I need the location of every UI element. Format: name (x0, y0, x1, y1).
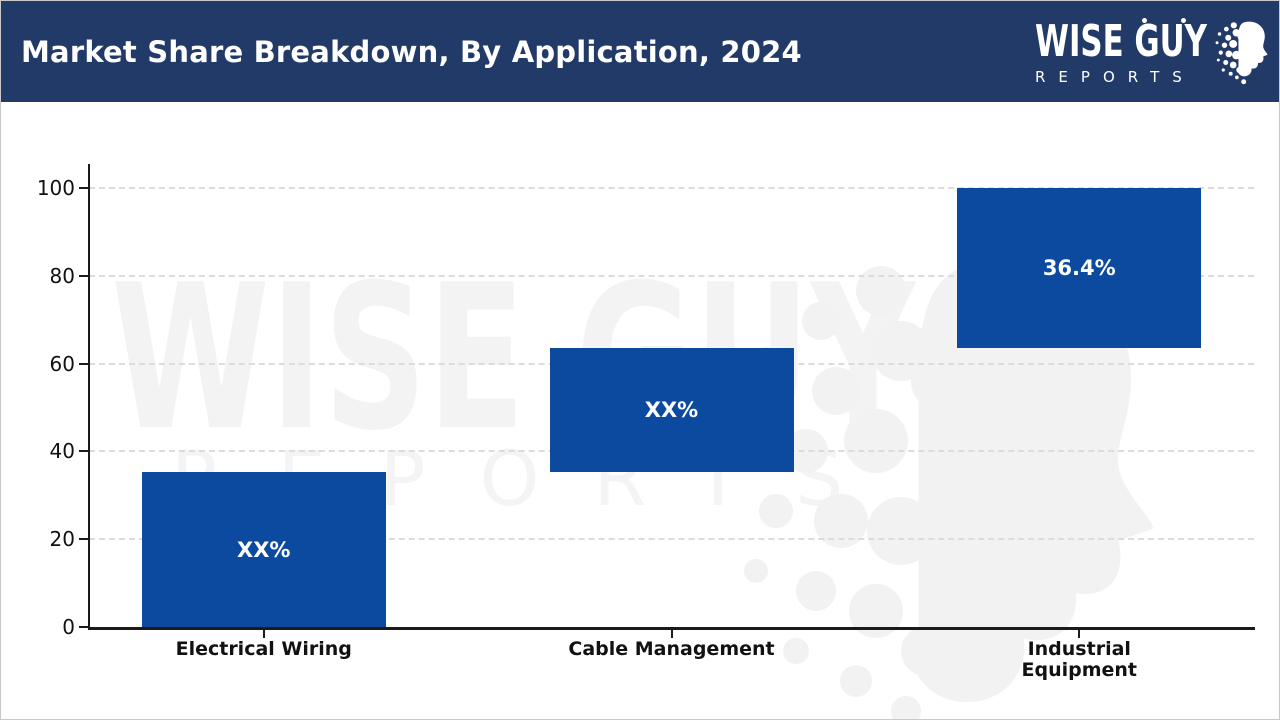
bar-electrical-wiring: XX% (141, 472, 386, 627)
gridline-y20 (89, 538, 1254, 541)
y-tick-mark (79, 362, 88, 365)
bar-industrial-equipment: 36.4% (957, 188, 1202, 348)
y-tick-mark (79, 450, 88, 453)
y-tick-label: 20 (49, 527, 75, 552)
y-tick-mark (79, 187, 88, 189)
y-tick-label: 0 (62, 615, 75, 639)
y-tick-label: 80 (49, 263, 75, 288)
y-tick-label: 40 (49, 439, 75, 464)
logo-dot-icon (1142, 17, 1147, 23)
x-axis-line (88, 627, 1255, 630)
bar-value-label: 36.4% (1042, 255, 1116, 280)
x-tick-mark (1078, 630, 1081, 638)
bar-value-label: XX% (237, 537, 291, 562)
brand-logo-text: WISE GUY REPORTS (1035, 17, 1207, 86)
x-tick-mark (262, 630, 265, 638)
y-tick-label: 100 (36, 176, 75, 200)
y-tick-label: 60 (49, 351, 75, 376)
y-tick-mark (79, 626, 88, 628)
y-tick-mark (79, 274, 88, 277)
logo-dot-icon (1181, 17, 1186, 23)
category-label: Industrial Equipment (1021, 638, 1137, 681)
brand-subname: REPORTS (1035, 67, 1195, 86)
bar-value-label: XX% (644, 397, 699, 422)
header-bar: Market Share Breakdown, By Application, … (1, 1, 1279, 102)
x-tick-mark (670, 630, 673, 638)
category-label: Electrical Wiring (175, 638, 352, 660)
gridline-y80 (89, 274, 1254, 277)
bar-cable-management: XX% (549, 347, 794, 473)
chart-title: Market Share Breakdown, By Application, … (21, 34, 802, 69)
category-label: Cable Management (568, 638, 775, 660)
y-tick-mark (79, 538, 88, 541)
brand-logo: WISE GUY REPORTS (1035, 5, 1271, 99)
gridline-y100 (89, 187, 1254, 189)
y-axis-line (88, 164, 90, 629)
